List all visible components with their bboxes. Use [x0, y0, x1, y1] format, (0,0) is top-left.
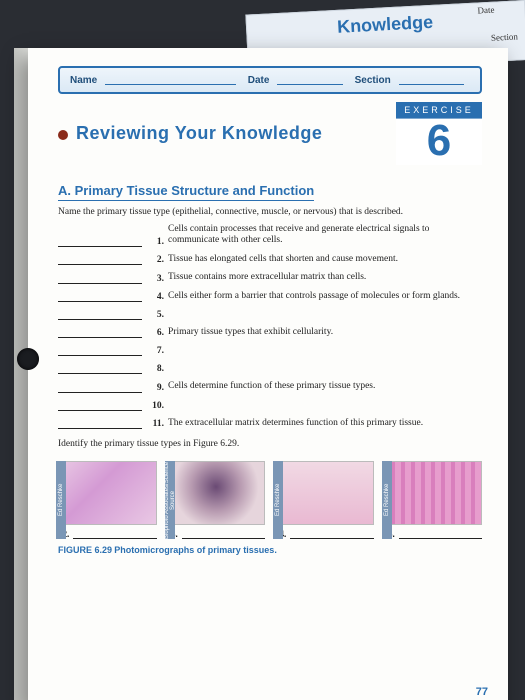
question-number: 10.	[150, 401, 164, 411]
answer-blank[interactable]	[58, 291, 142, 302]
question-number: 5.	[150, 310, 164, 320]
question-number: 8.	[150, 364, 164, 374]
figure-caption: FIGURE 6.29 Photomicrographs of primary …	[58, 545, 482, 555]
question-row: 2. Tissue has elongated cells that shorte…	[58, 254, 482, 265]
answer-blank[interactable]	[58, 363, 142, 374]
question-number: 7.	[150, 346, 164, 356]
tile-caption: 14.	[275, 529, 374, 539]
answer-blank[interactable]	[58, 236, 142, 247]
tile-answer-blank[interactable]	[182, 530, 265, 539]
section-field-line[interactable]	[399, 75, 464, 85]
photomicrograph	[167, 461, 266, 525]
header-bar: Name Date Section	[58, 66, 482, 94]
image-credit: Ed Reschke	[382, 461, 392, 539]
answer-blank[interactable]	[58, 345, 142, 356]
name-field-line[interactable]	[105, 75, 235, 85]
question-number: 9.	[150, 383, 164, 393]
question-row: 10.	[58, 400, 482, 411]
bg-brand: Knowledge	[337, 12, 434, 38]
image-credit: Ed Reschke	[56, 461, 66, 539]
answer-blank[interactable]	[58, 400, 142, 411]
identify-instruction: Identify the primary tissue types in Fig…	[58, 439, 482, 449]
figure-tile: Ed Reschke14.	[275, 461, 374, 539]
question-text: Tissue has elongated cells that shorten …	[168, 254, 482, 265]
figure-tile: Biophoto Associates/Science Source13.	[167, 461, 266, 539]
question-row: 1. Cells contain processes that receive a…	[58, 224, 482, 247]
tile-answer-blank[interactable]	[290, 530, 373, 539]
page-number: 77	[476, 686, 488, 698]
tile-caption: 15.	[384, 529, 483, 539]
image-credit: Ed Reschke	[273, 461, 283, 539]
question-row: 6. Primary tissue types that exhibit cell…	[58, 327, 482, 338]
photomicrograph	[58, 461, 157, 525]
image-credit: Biophoto Associates/Science Source	[165, 461, 175, 539]
question-row: 7.	[58, 345, 482, 356]
question-number: 6.	[150, 328, 164, 338]
question-text: Cells contain processes that receive and…	[168, 224, 482, 247]
question-text: Cells determine function of these primar…	[168, 381, 482, 392]
section-a-heading: A. Primary Tissue Structure and Function	[58, 183, 314, 201]
figure-caption-text: Photomicrographs of primary tissues.	[114, 545, 277, 555]
question-number: 4.	[150, 292, 164, 302]
tile-answer-blank[interactable]	[399, 530, 482, 539]
page-title: Reviewing Your Knowledge	[76, 123, 322, 144]
bg-date-label: Date	[477, 5, 495, 16]
answer-blank[interactable]	[58, 382, 142, 393]
answer-blank[interactable]	[58, 273, 142, 284]
question-row: 8.	[58, 363, 482, 374]
tile-caption: 13.	[167, 529, 266, 539]
worksheet-page: Name Date Section Reviewing Your Knowled…	[28, 48, 508, 700]
tile-answer-blank[interactable]	[73, 530, 156, 539]
exercise-number: 6	[396, 119, 482, 165]
answer-blank[interactable]	[58, 327, 142, 338]
figure-label: FIGURE 6.29	[58, 545, 112, 555]
answer-blank[interactable]	[58, 309, 142, 320]
title-bullet-icon	[58, 130, 68, 140]
question-row: 11. The extracellular matrix determines f…	[58, 418, 482, 429]
question-text: Primary tissue types that exhibit cellul…	[168, 327, 482, 338]
name-label: Name	[70, 75, 97, 86]
binder-hole	[17, 348, 39, 370]
question-row: 3. Tissue contains more extracellular mat…	[58, 272, 482, 283]
figure-tile: Ed Reschke12.	[58, 461, 157, 539]
answer-blank[interactable]	[58, 254, 142, 265]
question-row: 5.	[58, 309, 482, 320]
answer-blank[interactable]	[58, 418, 142, 429]
question-number: 2.	[150, 255, 164, 265]
question-number: 3.	[150, 274, 164, 284]
exercise-box: EXERCISE 6	[396, 102, 482, 165]
photomicrograph	[384, 461, 483, 525]
question-text: The extracellular matrix determines func…	[168, 418, 482, 429]
tile-caption: 12.	[58, 529, 157, 539]
question-text: Cells either form a barrier that control…	[168, 291, 482, 302]
section-label: Section	[355, 75, 391, 86]
title-row: Reviewing Your Knowledge EXERCISE 6	[58, 102, 482, 165]
question-number: 1.	[150, 237, 164, 247]
figure-images-row: Ed Reschke12.Biophoto Associates/Science…	[58, 461, 482, 539]
photomicrograph	[275, 461, 374, 525]
date-label: Date	[248, 75, 270, 86]
question-row: 4. Cells either form a barrier that contr…	[58, 291, 482, 302]
question-number: 11.	[150, 419, 164, 429]
section-a-instruction: Name the primary tissue type (epithelial…	[58, 207, 482, 217]
question-row: 9. Cells determine function of these prim…	[58, 381, 482, 392]
question-text: Tissue contains more extracellular matri…	[168, 272, 482, 283]
question-list: 1. Cells contain processes that receive a…	[58, 224, 482, 429]
bg-section-label: Section	[491, 31, 518, 42]
date-field-line[interactable]	[277, 75, 342, 85]
figure-tile: Ed Reschke15.	[384, 461, 483, 539]
